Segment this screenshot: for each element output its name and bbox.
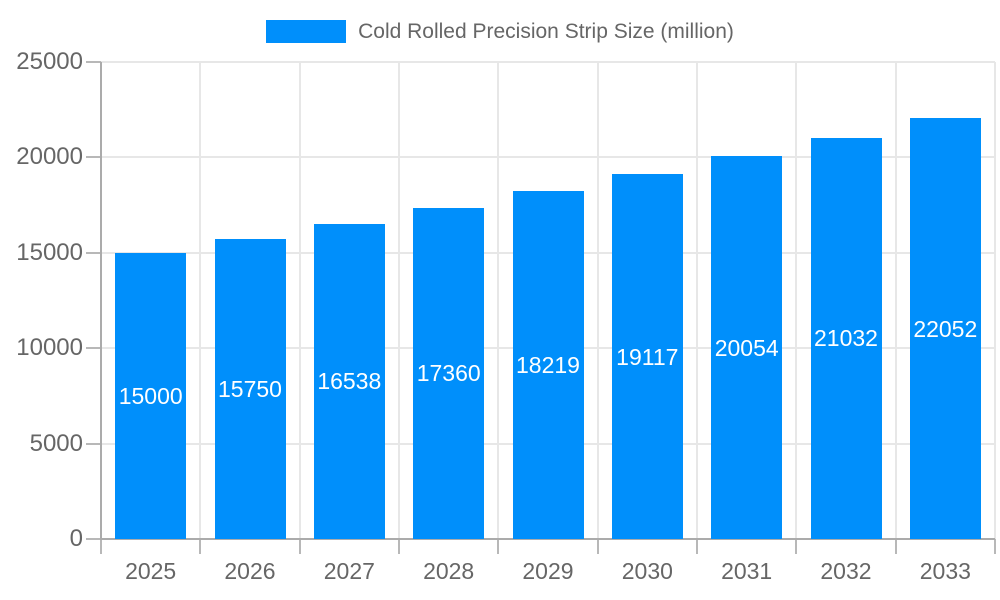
- y-axis-tick-label: 20000: [16, 143, 83, 171]
- y-axis-tick-label: 10000: [16, 334, 83, 362]
- bar-2033[interactable]: [909, 118, 981, 539]
- y-gridline: [101, 156, 995, 159]
- x-axis-tick-label: 2031: [721, 558, 773, 584]
- x-axis-tick: [199, 539, 202, 554]
- y-axis-tick-label: 5000: [29, 429, 83, 457]
- bar-2032[interactable]: [810, 137, 882, 539]
- y-axis-tick-label: 0: [69, 525, 83, 552]
- y-axis-tick: [86, 156, 101, 159]
- x-axis-tick: [894, 539, 897, 554]
- x-axis-tick-label: 2026: [224, 558, 276, 584]
- y-gridline: [101, 61, 995, 63]
- x-axis-tick: [696, 539, 698, 554]
- bar-2031[interactable]: [711, 156, 783, 539]
- bar-value-label: 21032: [814, 325, 878, 352]
- x-gridline: [795, 62, 798, 539]
- legend-swatch-icon: [266, 20, 347, 43]
- x-axis-tick-label: 2032: [820, 558, 872, 584]
- x-axis-tick-label: 2033: [919, 558, 971, 584]
- x-axis-tick: [497, 539, 500, 554]
- x-gridline: [596, 62, 599, 539]
- y-axis-line: [100, 62, 102, 540]
- x-gridline: [696, 62, 698, 539]
- x-gridline: [398, 62, 400, 539]
- x-gridline: [497, 62, 500, 539]
- x-axis-tick-label: 2025: [125, 558, 177, 584]
- y-axis-tick: [86, 251, 101, 254]
- x-axis-line: [100, 538, 995, 540]
- y-axis-tick: [86, 347, 101, 350]
- x-axis-tick-label: 2027: [323, 558, 375, 584]
- legend-item[interactable]: Cold Rolled Precision Strip Size (millio…: [266, 20, 734, 43]
- bar-value-label: 17360: [416, 360, 481, 387]
- bar-2029[interactable]: [512, 191, 584, 539]
- x-axis-tick-label: 2029: [522, 558, 574, 584]
- x-gridline: [199, 62, 202, 539]
- x-axis-tick-label: 2028: [423, 558, 475, 584]
- bar-2028[interactable]: [413, 207, 485, 539]
- x-axis-tick: [298, 539, 301, 554]
- x-axis-tick: [100, 539, 102, 554]
- x-gridline: [298, 62, 301, 539]
- bar-value-label: 22052: [913, 315, 978, 342]
- x-gridline: [994, 62, 996, 539]
- x-axis-tick: [596, 539, 599, 554]
- y-axis-tick: [86, 442, 101, 445]
- x-axis-tick: [994, 539, 996, 554]
- x-axis-tick: [398, 539, 400, 554]
- legend: Cold Rolled Precision Strip Size (millio…: [0, 20, 1000, 43]
- bar-value-label: 20054: [714, 334, 779, 361]
- bar-value-label: 15000: [118, 382, 183, 409]
- bar-value-label: 18219: [516, 352, 580, 379]
- bar-value-label: 19117: [616, 343, 679, 370]
- legend-label: Cold Rolled Precision Strip Size (millio…: [358, 20, 734, 43]
- bar-2025[interactable]: [115, 252, 187, 539]
- x-gridline: [894, 62, 897, 539]
- bar-2027[interactable]: [313, 223, 385, 539]
- bar-2030[interactable]: [611, 174, 683, 539]
- y-axis-tick: [86, 538, 101, 540]
- bar-value-label: 16538: [317, 368, 382, 395]
- x-axis-tick-label: 2030: [621, 558, 673, 584]
- y-axis-tick-label: 15000: [16, 238, 83, 266]
- y-axis-tick: [86, 61, 101, 63]
- y-axis-tick-label: 25000: [16, 48, 83, 75]
- bar-value-label: 15750: [218, 375, 282, 402]
- x-axis-tick: [795, 539, 798, 554]
- bar-2026[interactable]: [214, 238, 286, 539]
